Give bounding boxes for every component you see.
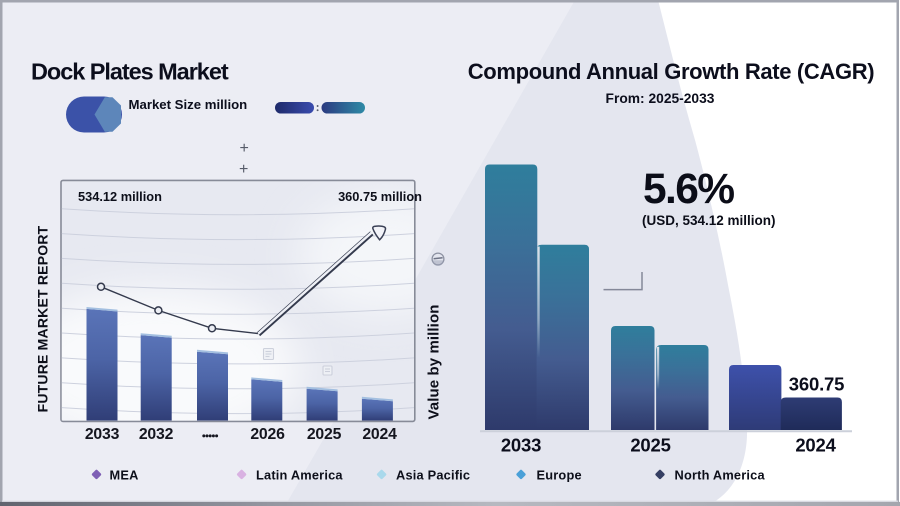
svg-text:2033: 2033: [85, 426, 120, 443]
svg-text:2026: 2026: [250, 426, 285, 443]
svg-text:2032: 2032: [139, 426, 174, 443]
svg-text:534.12 million: 534.12 million: [78, 189, 162, 204]
svg-text:MEA: MEA: [110, 468, 139, 483]
svg-text:360.75: 360.75: [789, 374, 844, 395]
svg-text:From: 2025-2033: From: 2025-2033: [606, 91, 715, 106]
svg-text:Latin America: Latin America: [256, 468, 343, 483]
svg-text:North America: North America: [675, 468, 766, 483]
svg-text:Asia Pacific: Asia Pacific: [396, 468, 470, 483]
svg-text:5.6%: 5.6%: [643, 166, 734, 213]
svg-text:2025: 2025: [630, 435, 670, 456]
svg-text:Compound Annual Growth Rate (C: Compound Annual Growth Rate (CAGR): [468, 59, 874, 84]
svg-text:360.75 million: 360.75 million: [338, 189, 422, 204]
svg-text:+: +: [240, 140, 249, 157]
svg-text:FUTURE MARKET REPORT: FUTURE MARKET REPORT: [35, 225, 51, 412]
svg-text:2024: 2024: [362, 426, 397, 443]
svg-text:(USD, 534.12 million): (USD, 534.12 million): [642, 213, 776, 228]
svg-text:+: +: [239, 161, 248, 178]
svg-text:Value by million: Value by million: [426, 305, 443, 420]
svg-text:2024: 2024: [795, 435, 836, 456]
svg-text:Market Size million: Market Size million: [129, 97, 248, 112]
svg-text:Dock Plates Market: Dock Plates Market: [31, 59, 229, 85]
svg-text:2033: 2033: [501, 435, 541, 456]
svg-text:Europe: Europe: [537, 468, 582, 483]
svg-text:2025: 2025: [307, 426, 342, 443]
